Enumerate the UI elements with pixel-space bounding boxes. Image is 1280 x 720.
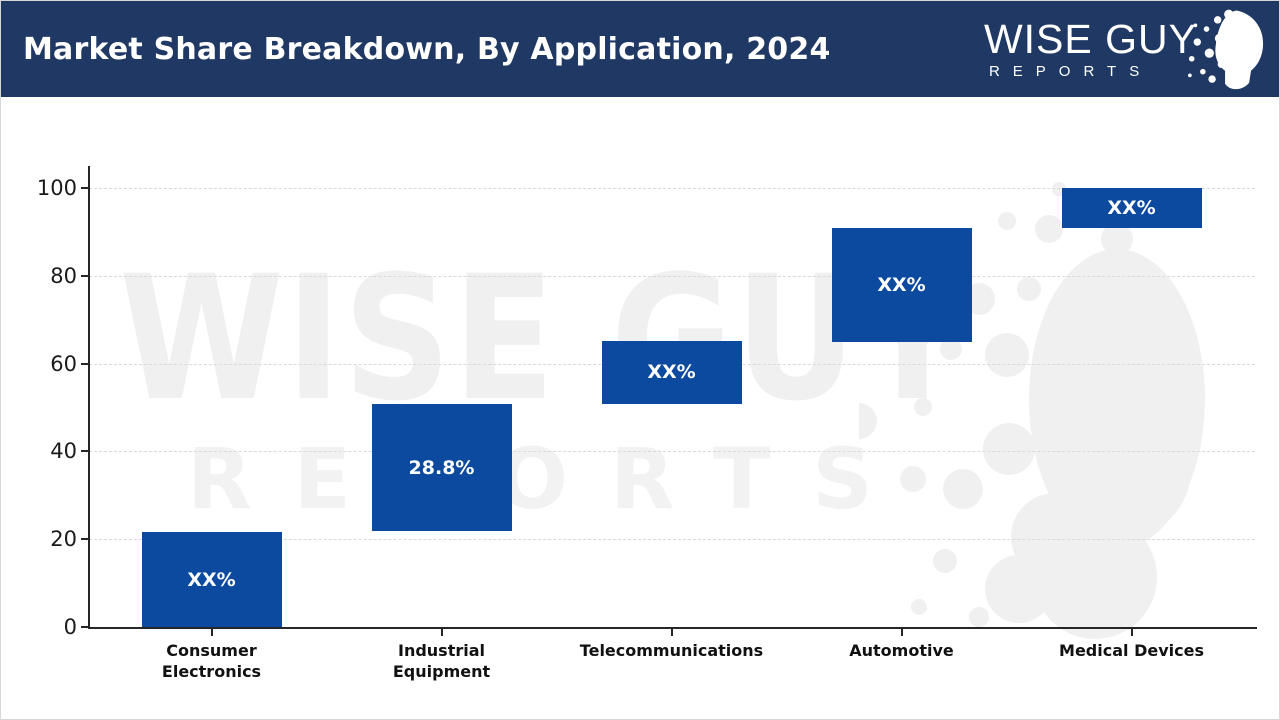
- x-axis-tick: [1130, 629, 1133, 636]
- watermark-reports: REPORTS: [187, 430, 915, 528]
- y-axis-tick: [81, 274, 88, 277]
- header: Market Share Breakdown, By Application, …: [1, 1, 1279, 97]
- bar-value-label: XX%: [1107, 196, 1156, 219]
- y-axis-tick: [81, 538, 88, 541]
- logo-text: WISE GUY REPORTS: [983, 16, 1197, 80]
- logo-tagline: REPORTS: [988, 63, 1153, 80]
- y-axis-tick-label: 40: [50, 439, 77, 464]
- logo-face-icon: [1188, 9, 1264, 90]
- bar: [371, 404, 512, 531]
- bar: [1061, 188, 1202, 228]
- watermark-wise-guy: WISE GUY: [119, 238, 969, 439]
- gridline: [89, 188, 1255, 189]
- bar-value-label: XX%: [647, 361, 696, 384]
- x-axis-tick: [670, 629, 673, 636]
- logo-name: WISE GUY: [983, 16, 1197, 62]
- y-axis-tick-label: 80: [50, 263, 77, 288]
- x-axis-tick: [440, 629, 443, 636]
- gridline: [89, 451, 1255, 453]
- y-axis-tick-label: 100: [36, 176, 77, 200]
- x-axis-tick: [210, 629, 213, 636]
- category-label: Consumer Electronics: [161, 641, 262, 682]
- gridline: [89, 539, 1255, 541]
- x-axis-tick: [900, 629, 903, 636]
- y-axis-tick: [81, 187, 88, 189]
- wise-guy-logo: WISE GUY REPORTS: [984, 5, 1269, 93]
- bar-value-label: XX%: [187, 568, 236, 591]
- watermark-face-icon: [859, 182, 1205, 639]
- y-axis-tick-label: 20: [50, 527, 77, 552]
- y-axis-tick: [81, 626, 88, 628]
- y-axis-tick-label: 60: [50, 351, 77, 376]
- y-axis-tick: [81, 450, 88, 453]
- y-axis-tick-label: 0: [63, 615, 77, 639]
- bar: [601, 341, 742, 404]
- gridline: [89, 275, 1255, 277]
- y-axis-line: [88, 166, 90, 628]
- page-title: Market Share Breakdown, By Application, …: [23, 31, 831, 67]
- bar-value-label: 28.8%: [408, 456, 475, 479]
- bar: [831, 227, 972, 343]
- category-label: Automotive: [849, 641, 954, 660]
- x-axis-line: [88, 627, 1257, 629]
- bar-value-label: XX%: [877, 274, 926, 297]
- category-label: Industrial Equipment: [392, 641, 491, 682]
- bar: [141, 532, 282, 627]
- y-axis-tick: [81, 362, 88, 365]
- category-label: Medical Devices: [1059, 641, 1204, 660]
- category-label: Telecommunications: [579, 641, 764, 660]
